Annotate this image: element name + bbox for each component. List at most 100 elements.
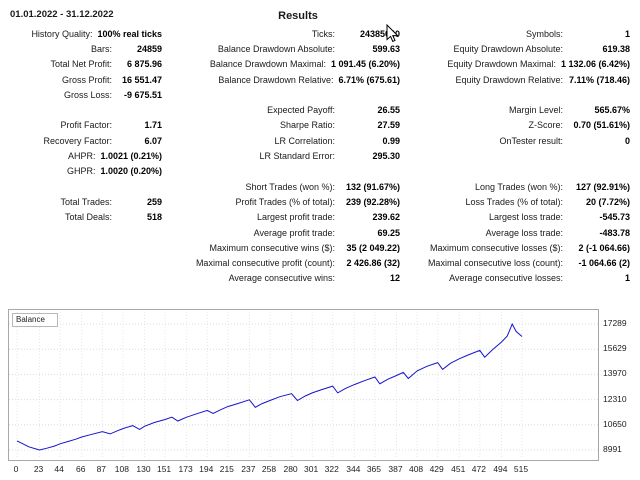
stat-label: Total Net Profit: — [50, 59, 112, 70]
stat-row: Short Trades (won %): 132 (91.67%) — [168, 179, 400, 194]
stat-row: Largest loss trade: -545.73 — [403, 210, 630, 225]
stat-label: History Quality: — [31, 28, 93, 39]
balance-chart-plot[interactable]: Balance — [8, 309, 599, 461]
stat-row: Z-Score: 0.70 (51.61%) — [403, 118, 630, 133]
stat-label: GHPR: — [66, 166, 96, 177]
chart-legend: Balance — [12, 313, 58, 327]
stat-label: Expected Payoff: — [267, 105, 335, 116]
stat-row: Maximal consecutive profit (count): 2 426… — [168, 255, 400, 270]
stat-value: 12 — [389, 273, 400, 284]
stat-label: Average loss trade: — [485, 227, 563, 238]
stat-value: 599.63 — [372, 43, 400, 54]
stat-row: Recovery Factor: 6.07 — [0, 133, 162, 148]
stat-row: Equity Drawdown Absolute: 619.38 — [403, 41, 630, 56]
stat-row — [168, 164, 400, 179]
stat-value: 1.0021 (0.21%) — [100, 151, 162, 162]
x-tick-label: 344 — [346, 464, 361, 474]
y-tick-label: 12310 — [603, 393, 627, 404]
stat-value: 24859 — [136, 43, 162, 54]
stat-row: Equity Drawdown Relative: 7.11% (718.46) — [403, 72, 630, 87]
x-tick-label: 87 — [96, 464, 107, 474]
x-tick-label: 515 — [513, 464, 529, 474]
x-tick-label: 66 — [75, 464, 86, 474]
stat-label: LR Standard Error: — [259, 151, 335, 162]
stat-value: 24385040 — [359, 28, 400, 39]
stat-value: 2 426.86 (32) — [346, 258, 400, 269]
balance-chart: Balance 17289 15629 13970 12310 10650 8991 0 2… — [8, 303, 638, 477]
stat-label: Balance Drawdown Absolute: — [217, 43, 335, 54]
stat-row: Margin Level: 565.67% — [403, 102, 630, 117]
stat-row — [403, 164, 630, 179]
stat-row: Balance Drawdown Relative: 6.71% (675.61) — [168, 72, 400, 87]
stat-row: LR Standard Error: 295.30 — [168, 148, 400, 163]
stat-row: Maximum consecutive losses ($): 2 (-1 064… — [403, 240, 630, 255]
stat-row: Balance Drawdown Maximal: 1 091.45 (6.20%… — [168, 57, 400, 72]
stat-label: Gross Profit: — [61, 74, 112, 85]
stats-column-middle: Ticks: 24385040 Balance Drawdown Absolute:… — [168, 26, 400, 286]
x-tick-label: 365 — [366, 464, 381, 474]
x-tick-label: 258 — [261, 464, 277, 474]
stat-label: Profit Trades (% of total): — [235, 196, 335, 207]
stat-label: Average profit trade: — [253, 227, 335, 238]
x-tick-label: 151 — [156, 464, 172, 474]
stat-label: Equity Drawdown Absolute: — [453, 43, 563, 54]
stats-column-right: Symbols: 1 Equity Drawdown Absolute: 619.38… — [403, 26, 630, 286]
stat-row: Profit Trades (% of total): 239 (92.28%) — [168, 194, 400, 209]
x-tick-label: 322 — [324, 464, 339, 474]
stat-value: 239.62 — [372, 212, 400, 223]
test-date-range: 01.01.2022 - 31.12.2022 — [10, 9, 114, 20]
stat-row: Expected Payoff: 26.55 — [168, 102, 400, 117]
stat-row — [0, 255, 162, 270]
y-tick-label: 17289 — [603, 318, 627, 328]
stat-label: Bars: — [90, 43, 112, 54]
stat-label: Profit Factor: — [60, 120, 112, 131]
stat-label: Largest loss trade: — [488, 212, 563, 223]
stat-row — [403, 148, 630, 163]
stat-label: Maximal consecutive loss (count): — [427, 258, 563, 269]
stat-label: Equity Drawdown Relative: — [455, 74, 563, 85]
stat-row: Average loss trade: -483.78 — [403, 225, 630, 240]
stat-value: 27.59 — [377, 120, 400, 131]
x-tick-label: 494 — [493, 464, 508, 474]
stat-label: Sharpe Ratio: — [279, 120, 335, 131]
stat-label: Short Trades (won %): — [245, 181, 335, 192]
stat-row: Maximal consecutive loss (count): -1 064.… — [403, 255, 630, 270]
stat-value: 16 551.47 — [121, 74, 162, 85]
stat-label: Maximum consecutive wins ($): — [209, 242, 335, 253]
stat-row: Loss Trades (% of total): 20 (7.72%) — [403, 194, 630, 209]
stat-label: Balance Drawdown Relative: — [218, 74, 334, 85]
stat-label: Recovery Factor: — [43, 135, 112, 146]
stat-row: Bars: 24859 — [0, 41, 162, 56]
stat-label: Total Deals: — [64, 212, 112, 223]
stat-value: 7.11% (718.46) — [568, 74, 630, 85]
stat-label: Margin Level: — [508, 105, 563, 116]
y-tick-label: 8991 — [603, 444, 622, 454]
x-tick-label: 194 — [199, 464, 214, 474]
stat-label: Long Trades (won %): — [474, 181, 563, 192]
stat-value: 20 (7.72%) — [585, 196, 630, 207]
stat-value: 0.99 — [382, 135, 400, 146]
x-tick-label: 215 — [219, 464, 234, 474]
stat-label: Loss Trades (% of total): — [465, 196, 563, 207]
stat-label: Total Trades: — [60, 196, 112, 207]
stat-value: 69.25 — [377, 227, 400, 238]
stat-label: Symbols: — [525, 28, 563, 39]
stat-value: 6.07 — [144, 135, 162, 146]
stat-row: Equity Drawdown Maximal: 1 132.06 (6.42%) — [403, 57, 630, 72]
stat-label: Balance Drawdown Maximal: — [209, 59, 326, 70]
stat-row — [0, 271, 162, 286]
x-tick-label: 237 — [241, 464, 256, 474]
stat-row — [168, 87, 400, 102]
stat-row — [0, 225, 162, 240]
stat-row: Average consecutive wins: 12 — [168, 271, 400, 286]
x-tick-label: 408 — [408, 464, 424, 474]
stat-value: 0.70 (51.61%) — [573, 120, 630, 131]
stat-value: -545.73 — [599, 212, 630, 223]
stat-row — [0, 179, 162, 194]
stat-value: -9 675.51 — [123, 89, 162, 100]
x-tick-label: 130 — [136, 464, 151, 474]
stat-label: Equity Drawdown Maximal: — [447, 59, 556, 70]
stat-row: Maximum consecutive wins ($): 35 (2 049.2… — [168, 240, 400, 255]
x-tick-label: 387 — [388, 464, 403, 474]
stat-value: 127 (92.91%) — [575, 181, 630, 192]
